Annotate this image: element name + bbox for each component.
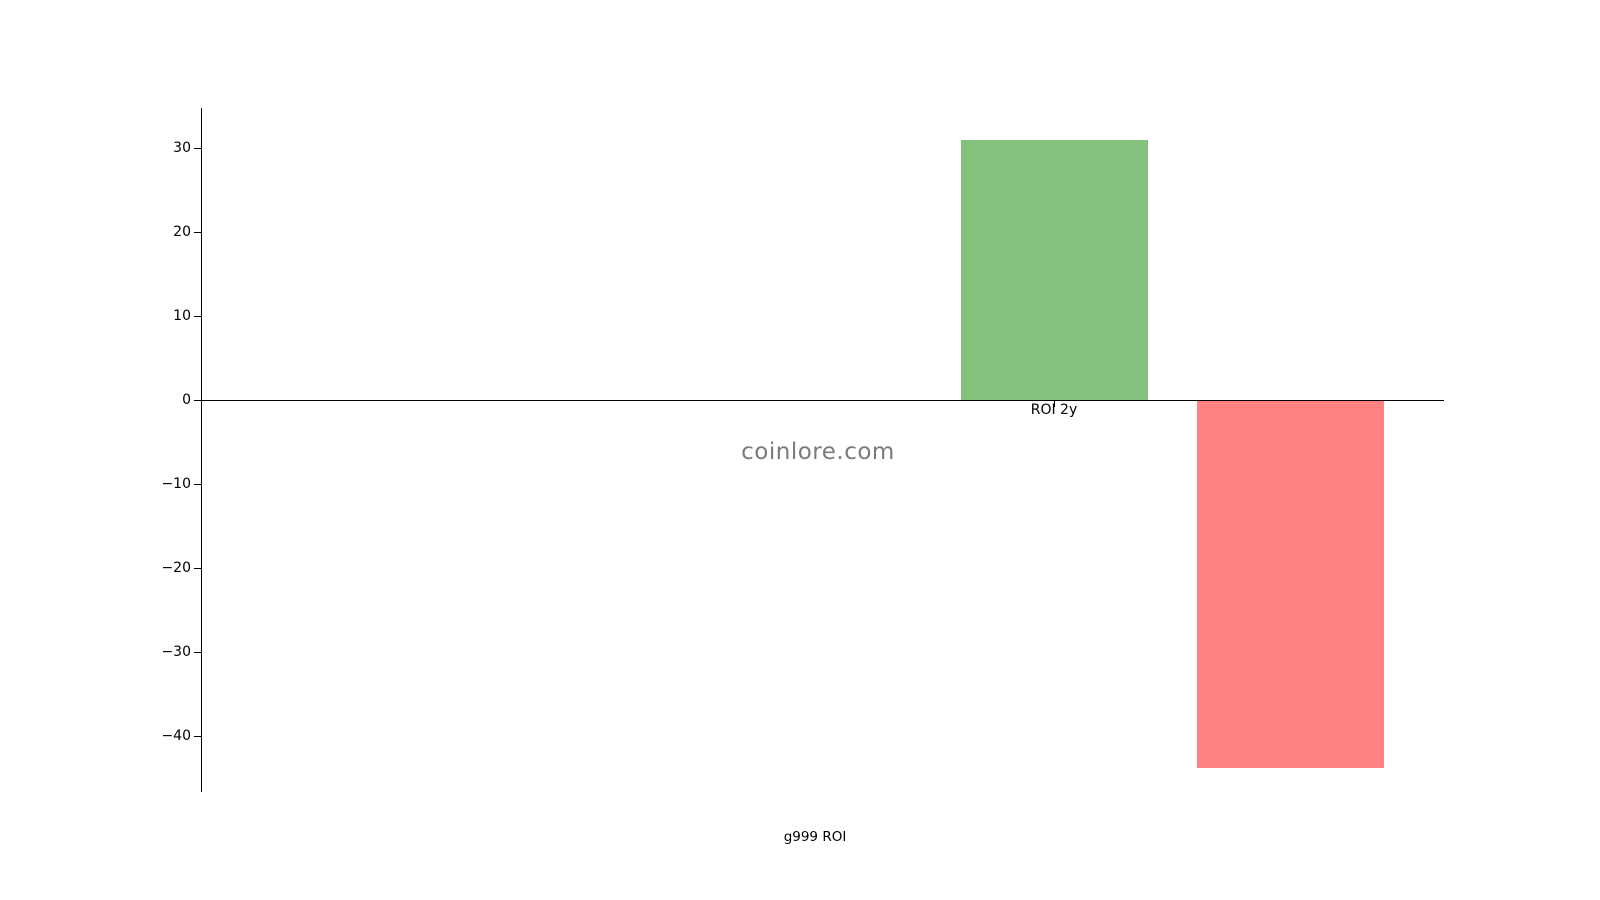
x-tick-label: ROI 2y — [1030, 402, 1078, 418]
y-tick-label: 10 — [173, 308, 191, 324]
y-tick-label: −20 — [161, 560, 191, 576]
y-tick-mark — [194, 651, 201, 653]
y-axis-spine — [201, 108, 202, 792]
y-tick-mark — [194, 483, 201, 485]
bar-unlabeled-1 — [1196, 401, 1384, 769]
y-tick-label: −10 — [161, 476, 191, 492]
x-tick-mark — [1054, 400, 1055, 407]
y-tick-label: −30 — [161, 644, 191, 660]
y-tick-mark — [194, 231, 201, 233]
y-tick-mark — [194, 315, 201, 317]
y-tick-mark — [194, 399, 201, 401]
bar-roi-2y — [960, 139, 1148, 400]
y-tick-label: 30 — [173, 140, 191, 156]
x-axis-zero-line — [201, 400, 1444, 401]
y-tick-mark — [194, 147, 201, 149]
y-tick-label: 0 — [182, 392, 191, 408]
watermark-text: coinlore.com — [741, 439, 895, 465]
chart-title: g999 ROI — [783, 829, 847, 845]
y-tick-mark — [194, 567, 201, 569]
y-tick-label: 20 — [173, 224, 191, 240]
y-tick-label: −40 — [161, 728, 191, 744]
y-tick-mark — [194, 735, 201, 737]
